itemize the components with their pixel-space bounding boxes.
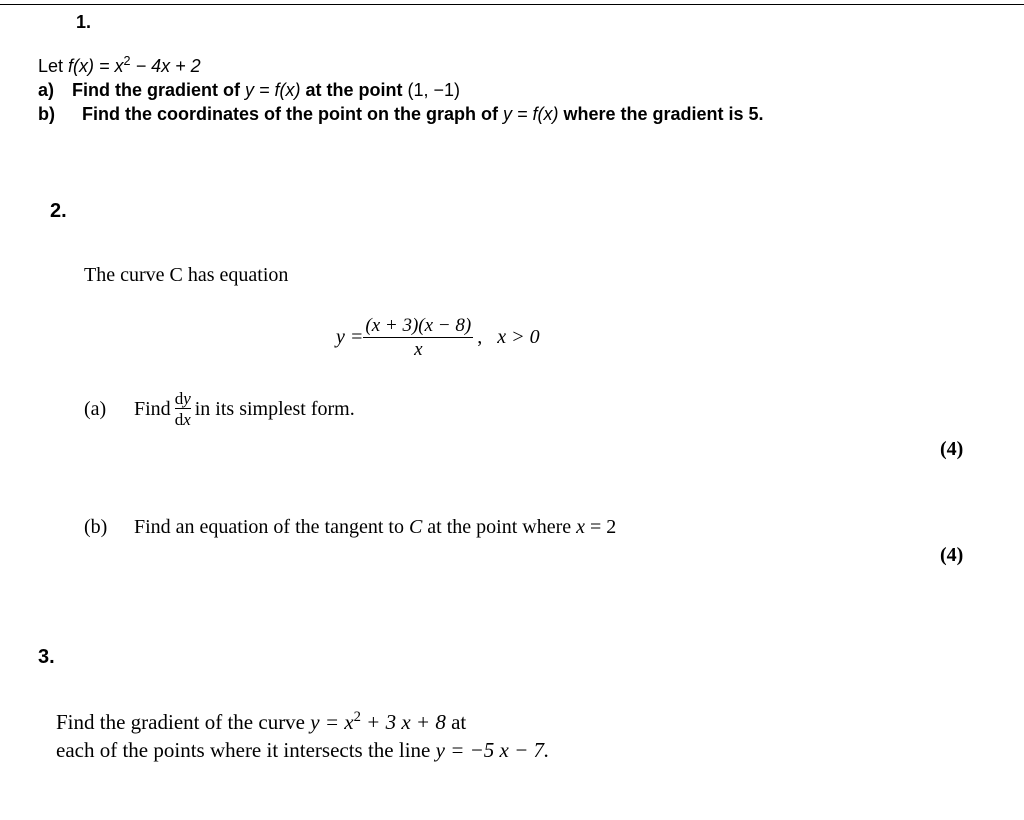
q3-line1-sq: 2 [354, 709, 361, 725]
q2-a-fraction: dy dx [175, 390, 191, 428]
q3-number: 3. [38, 646, 55, 669]
q3-line2-expr: y = −5 x − 7. [436, 738, 550, 762]
q3-line1-expr-a: y = x [310, 710, 353, 734]
q2-b-marks: (4) [940, 544, 963, 567]
q2-a-text: Find dy dx in its simplest form. [134, 390, 355, 428]
q3-line1-a: Find the gradient of the curve [56, 710, 310, 734]
q2-eq-denom: x [363, 337, 473, 359]
q2-a-label: (a) [84, 398, 106, 421]
q1-fx: f(x) = x [68, 56, 124, 76]
q1-definition: Let f(x) = x2 − 4x + 2 [38, 56, 201, 77]
q2-a-suffix: in its simplest form. [195, 398, 355, 421]
q2-intro: The curve C has equation [84, 264, 288, 287]
q3-line1-expr-b: + 3 x + 8 [361, 710, 446, 734]
q1-b-text1: Find the coordinates of the point on the… [82, 104, 503, 124]
q2-b-text: Find an equation of the tangent to C at … [134, 516, 616, 539]
q1-b-label: b) [38, 104, 55, 125]
q1-b-expr: y = f(x) [503, 104, 559, 124]
q2-number: 2. [50, 200, 67, 223]
q1-a-point: (1, −1) [408, 80, 461, 100]
q1-b-text2: where the gradient is 5. [559, 104, 764, 124]
q2-b-label: (b) [84, 516, 107, 539]
q2-a-marks: (4) [940, 438, 963, 461]
exam-page: 1. Let f(x) = x2 − 4x + 2 a) Find the gr… [0, 0, 1024, 820]
q1-rest: − 4x + 2 [131, 56, 201, 76]
q2-eq-left: y = [336, 326, 363, 349]
q2-eq-cond: x > 0 [497, 326, 539, 349]
q3-line1: Find the gradient of the curve y = x2 + … [56, 710, 466, 735]
q1-let: Let [38, 56, 68, 76]
q3-line2: each of the points where it intersects t… [56, 738, 549, 763]
q1-a-label: a) [38, 80, 54, 101]
q3-line1-b: at [446, 710, 466, 734]
q2-eq-fraction: (x + 3)(x − 8) x [363, 316, 473, 359]
q1-sq: 2 [124, 54, 131, 68]
q1-number: 1. [76, 12, 91, 33]
q1-b-text: Find the coordinates of the point on the… [82, 104, 764, 125]
q1-a-text: Find the gradient of y = f(x) at the poi… [72, 80, 460, 101]
q1-a-text1: Find the gradient of [72, 80, 245, 100]
q1-a-expr1: y = f(x) [245, 80, 301, 100]
q2-equation: y = (x + 3)(x − 8) x , x > 0 [336, 316, 540, 359]
q2-a-prefix: Find [134, 398, 171, 421]
top-horizontal-rule [0, 4, 1024, 5]
q2-eq-numer: (x + 3)(x − 8) [363, 316, 473, 337]
q1-a-text2: at the point [301, 80, 408, 100]
q2-eq-comma: , [477, 326, 497, 349]
q3-line2-a: each of the points where it intersects t… [56, 738, 436, 762]
